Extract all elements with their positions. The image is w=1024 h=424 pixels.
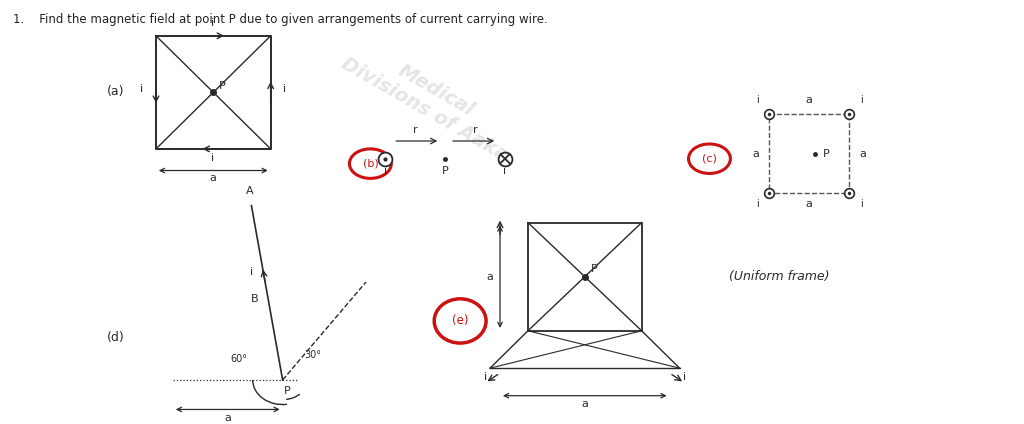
Text: i: i [860, 199, 862, 209]
Text: i: i [483, 372, 486, 382]
Text: (Uniform frame): (Uniform frame) [729, 270, 829, 283]
Text: a: a [486, 272, 494, 282]
Text: P: P [591, 264, 598, 274]
Text: 30°: 30° [304, 350, 322, 360]
Text: i: i [140, 84, 143, 94]
Text: a: a [582, 399, 588, 410]
Text: 60°: 60° [230, 354, 248, 364]
Text: Medical
Divisions of Aaka: Medical Divisions of Aaka [338, 35, 522, 165]
Text: a: a [209, 173, 216, 183]
Text: i: i [860, 95, 862, 105]
Text: a: a [753, 149, 760, 159]
Text: i: i [283, 84, 286, 94]
Text: r: r [413, 125, 418, 135]
Text: P: P [219, 81, 225, 91]
Text: i: i [504, 167, 507, 176]
Text: i: i [211, 18, 214, 28]
Text: A: A [246, 186, 253, 196]
Text: i: i [756, 199, 759, 209]
Text: a: a [806, 199, 813, 209]
Text: (c): (c) [702, 154, 717, 164]
Text: (b): (b) [362, 159, 378, 169]
Text: a: a [806, 95, 813, 105]
Text: P: P [441, 167, 449, 176]
Text: r: r [473, 125, 477, 135]
Text: i: i [211, 153, 214, 163]
Text: i: i [756, 95, 759, 105]
Text: i: i [384, 167, 387, 176]
Text: (e): (e) [452, 315, 468, 327]
Text: P: P [823, 149, 829, 159]
Text: a: a [859, 149, 866, 159]
Text: a: a [224, 413, 231, 423]
Text: B: B [251, 293, 258, 304]
Text: (d): (d) [108, 331, 125, 343]
Text: (a): (a) [108, 85, 125, 98]
Text: 1.    Find the magnetic field at point P due to given arrangements of current ca: 1. Find the magnetic field at point P du… [13, 13, 548, 26]
Text: i: i [251, 268, 254, 277]
Text: i: i [683, 372, 686, 382]
Text: P: P [285, 386, 291, 396]
